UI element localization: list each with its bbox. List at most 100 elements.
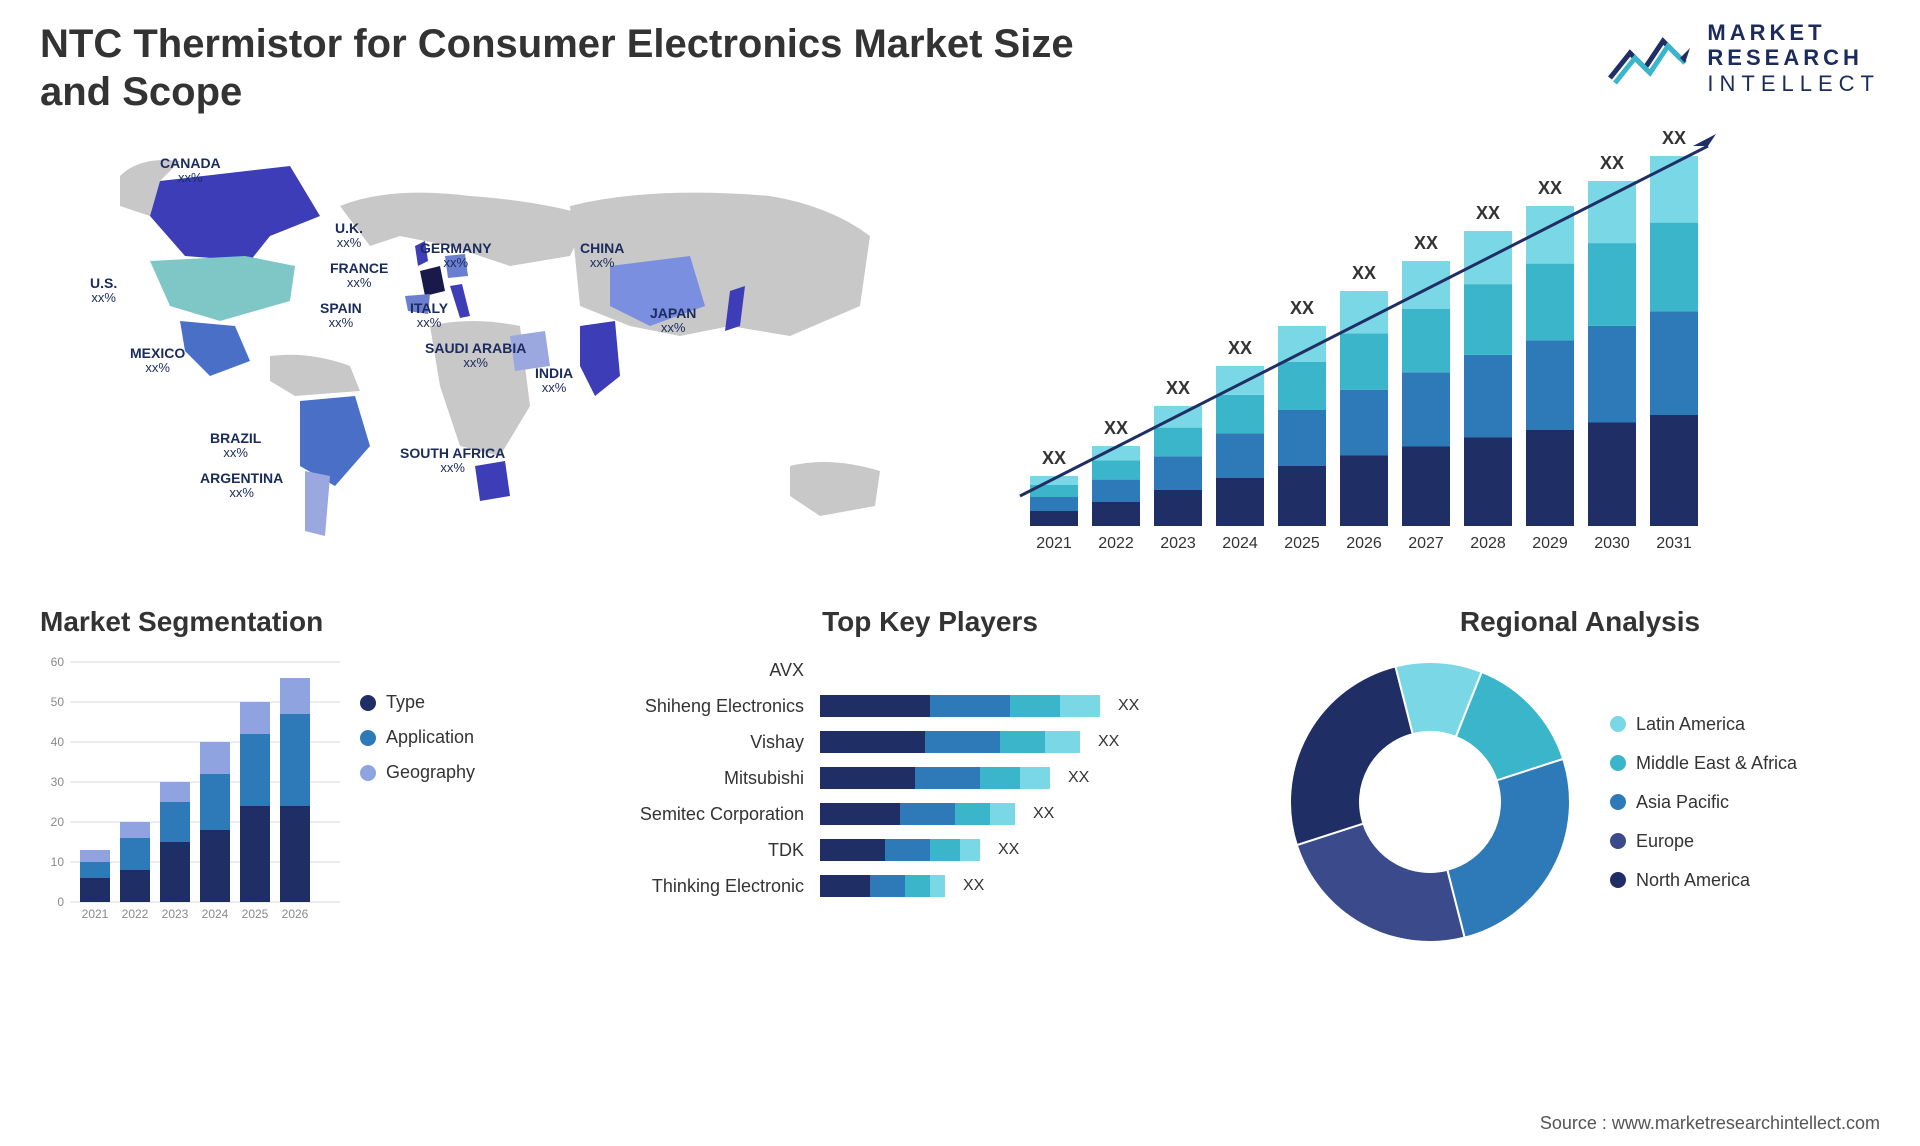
logo-icon bbox=[1605, 23, 1695, 93]
segmentation-panel: Market Segmentation 0 10 20 30 40 50 60 2021 202… bbox=[40, 606, 580, 952]
svg-text:XX: XX bbox=[1290, 298, 1314, 318]
player-row: Thinking Electronic XX bbox=[610, 868, 1250, 904]
player-value: XX bbox=[1033, 805, 1054, 823]
country-italy bbox=[450, 284, 470, 318]
map-label-france: FRANCExx% bbox=[330, 261, 388, 291]
svg-text:2023: 2023 bbox=[1160, 535, 1196, 552]
player-value: XX bbox=[998, 841, 1019, 859]
player-value: XX bbox=[1118, 697, 1139, 715]
top-row: CANADAxx% U.S.xx% MEXICOxx% BRAZILxx% ARGENT… bbox=[40, 126, 1880, 566]
donut-slice bbox=[1447, 759, 1570, 938]
country-usa bbox=[150, 256, 295, 321]
player-row: AVX bbox=[610, 652, 1250, 688]
svg-text:2025: 2025 bbox=[242, 907, 269, 921]
svg-text:60: 60 bbox=[51, 655, 65, 669]
regional-title: Regional Analysis bbox=[1280, 606, 1880, 638]
map-label-brazil: BRAZILxx% bbox=[210, 431, 261, 461]
player-name: Shiheng Electronics bbox=[610, 696, 810, 717]
svg-text:XX: XX bbox=[1166, 378, 1190, 398]
svg-text:2024: 2024 bbox=[202, 907, 229, 921]
player-row: Shiheng Electronics XX bbox=[610, 688, 1250, 724]
svg-text:2023: 2023 bbox=[162, 907, 189, 921]
map-label-canada: CANADAxx% bbox=[160, 156, 221, 186]
player-name: Semitec Corporation bbox=[610, 804, 810, 825]
map-label-mexico: MEXICOxx% bbox=[130, 346, 185, 376]
player-row: MitsubishiXX bbox=[610, 760, 1250, 796]
regional-donut bbox=[1280, 652, 1580, 952]
map-label-argentina: ARGENTINAxx% bbox=[200, 471, 283, 501]
player-row: TDK XX bbox=[610, 832, 1250, 868]
donut-slice bbox=[1290, 666, 1413, 845]
svg-text:2029: 2029 bbox=[1532, 535, 1568, 552]
svg-text:XX: XX bbox=[1600, 153, 1624, 173]
player-name: Mitsubishi bbox=[610, 768, 810, 789]
svg-text:20: 20 bbox=[51, 815, 65, 829]
map-label-germany: GERMANYxx% bbox=[420, 241, 492, 271]
map-label-india: INDIAxx% bbox=[535, 366, 573, 396]
country-mexico bbox=[180, 321, 250, 376]
player-row: Semitec Corporation XX bbox=[610, 796, 1250, 832]
growth-chart: XX2021XX2022XX2023XX2024XX2025XX2026XX20… bbox=[1000, 126, 1780, 566]
svg-text:2022: 2022 bbox=[1098, 535, 1134, 552]
svg-text:0: 0 bbox=[57, 895, 64, 909]
region-legend-item: Europe bbox=[1610, 831, 1797, 852]
svg-text:2031: 2031 bbox=[1656, 535, 1692, 552]
svg-text:2024: 2024 bbox=[1222, 535, 1258, 552]
segmentation-chart: 0 10 20 30 40 50 60 2021 2022 2023 2024 2025 2026 bbox=[40, 652, 340, 932]
growth-chart-panel: XX2021XX2022XX2023XX2024XX2025XX2026XX20… bbox=[1000, 126, 1880, 566]
player-name: Thinking Electronic bbox=[610, 876, 810, 897]
map-label-japan: JAPANxx% bbox=[650, 306, 696, 336]
segmentation-title: Market Segmentation bbox=[40, 606, 580, 638]
svg-text:50: 50 bbox=[51, 695, 65, 709]
svg-text:2022: 2022 bbox=[122, 907, 149, 921]
svg-text:XX: XX bbox=[1476, 203, 1500, 223]
svg-text:XX: XX bbox=[1104, 418, 1128, 438]
map-label-u.k.: U.K.xx% bbox=[335, 221, 363, 251]
world-map-panel: CANADAxx% U.S.xx% MEXICOxx% BRAZILxx% ARGENT… bbox=[40, 126, 960, 566]
svg-text:30: 30 bbox=[51, 775, 65, 789]
map-label-saudi-arabia: SAUDI ARABIAxx% bbox=[425, 341, 526, 371]
seg-legend-geography: Geography bbox=[360, 762, 475, 783]
header: NTC Thermistor for Consumer Electronics … bbox=[40, 20, 1880, 116]
player-value: XX bbox=[963, 877, 984, 895]
players-panel: Top Key Players AVX Shiheng Electronics XX… bbox=[610, 606, 1250, 952]
svg-text:10: 10 bbox=[51, 855, 65, 869]
logo-text: MARKET RESEARCH INTELLECT bbox=[1707, 20, 1880, 96]
country-india bbox=[580, 321, 620, 396]
regional-legend: Latin America Middle East & Africa Asia Pa… bbox=[1610, 714, 1797, 891]
map-label-italy: ITALYxx% bbox=[410, 301, 448, 331]
svg-text:2026: 2026 bbox=[1346, 535, 1382, 552]
donut-slice bbox=[1297, 824, 1465, 942]
brand-logo: MARKET RESEARCH INTELLECT bbox=[1605, 20, 1880, 96]
svg-text:2021: 2021 bbox=[82, 907, 109, 921]
svg-text:XX: XX bbox=[1538, 178, 1562, 198]
svg-text:40: 40 bbox=[51, 735, 65, 749]
region-legend-item: Asia Pacific bbox=[1610, 792, 1797, 813]
map-label-china: CHINAxx% bbox=[580, 241, 624, 271]
country-argentina bbox=[305, 471, 330, 536]
seg-legend-type: Type bbox=[360, 692, 475, 713]
svg-text:XX: XX bbox=[1414, 233, 1438, 253]
region-legend-item: North America bbox=[1610, 870, 1797, 891]
region-legend-item: Latin America bbox=[1610, 714, 1797, 735]
segmentation-legend: Type Application Geography bbox=[360, 692, 475, 932]
players-title: Top Key Players bbox=[610, 606, 1250, 638]
svg-text:XX: XX bbox=[1352, 263, 1376, 283]
map-label-south-africa: SOUTH AFRICAxx% bbox=[400, 446, 505, 476]
bottom-row: Market Segmentation 0 10 20 30 40 50 60 2021 202… bbox=[40, 606, 1880, 952]
seg-legend-application: Application bbox=[360, 727, 475, 748]
map-label-u.s.: U.S.xx% bbox=[90, 276, 117, 306]
svg-text:2027: 2027 bbox=[1408, 535, 1444, 552]
player-name: TDK bbox=[610, 840, 810, 861]
player-row: VishayXX bbox=[610, 724, 1250, 760]
source-text: Source : www.marketresearchintellect.com bbox=[1540, 1113, 1880, 1134]
svg-text:XX: XX bbox=[1228, 338, 1252, 358]
svg-text:XX: XX bbox=[1662, 128, 1686, 148]
players-chart: AVXShiheng ElectronicsXXVishayXXMitsubis… bbox=[610, 652, 1250, 904]
svg-text:2030: 2030 bbox=[1594, 535, 1630, 552]
player-name: AVX bbox=[610, 660, 810, 681]
region-legend-item: Middle East & Africa bbox=[1610, 753, 1797, 774]
svg-text:2026: 2026 bbox=[282, 907, 309, 921]
regional-panel: Regional Analysis Latin America Middle Ea… bbox=[1280, 606, 1880, 952]
page-title: NTC Thermistor for Consumer Electronics … bbox=[40, 20, 1140, 116]
